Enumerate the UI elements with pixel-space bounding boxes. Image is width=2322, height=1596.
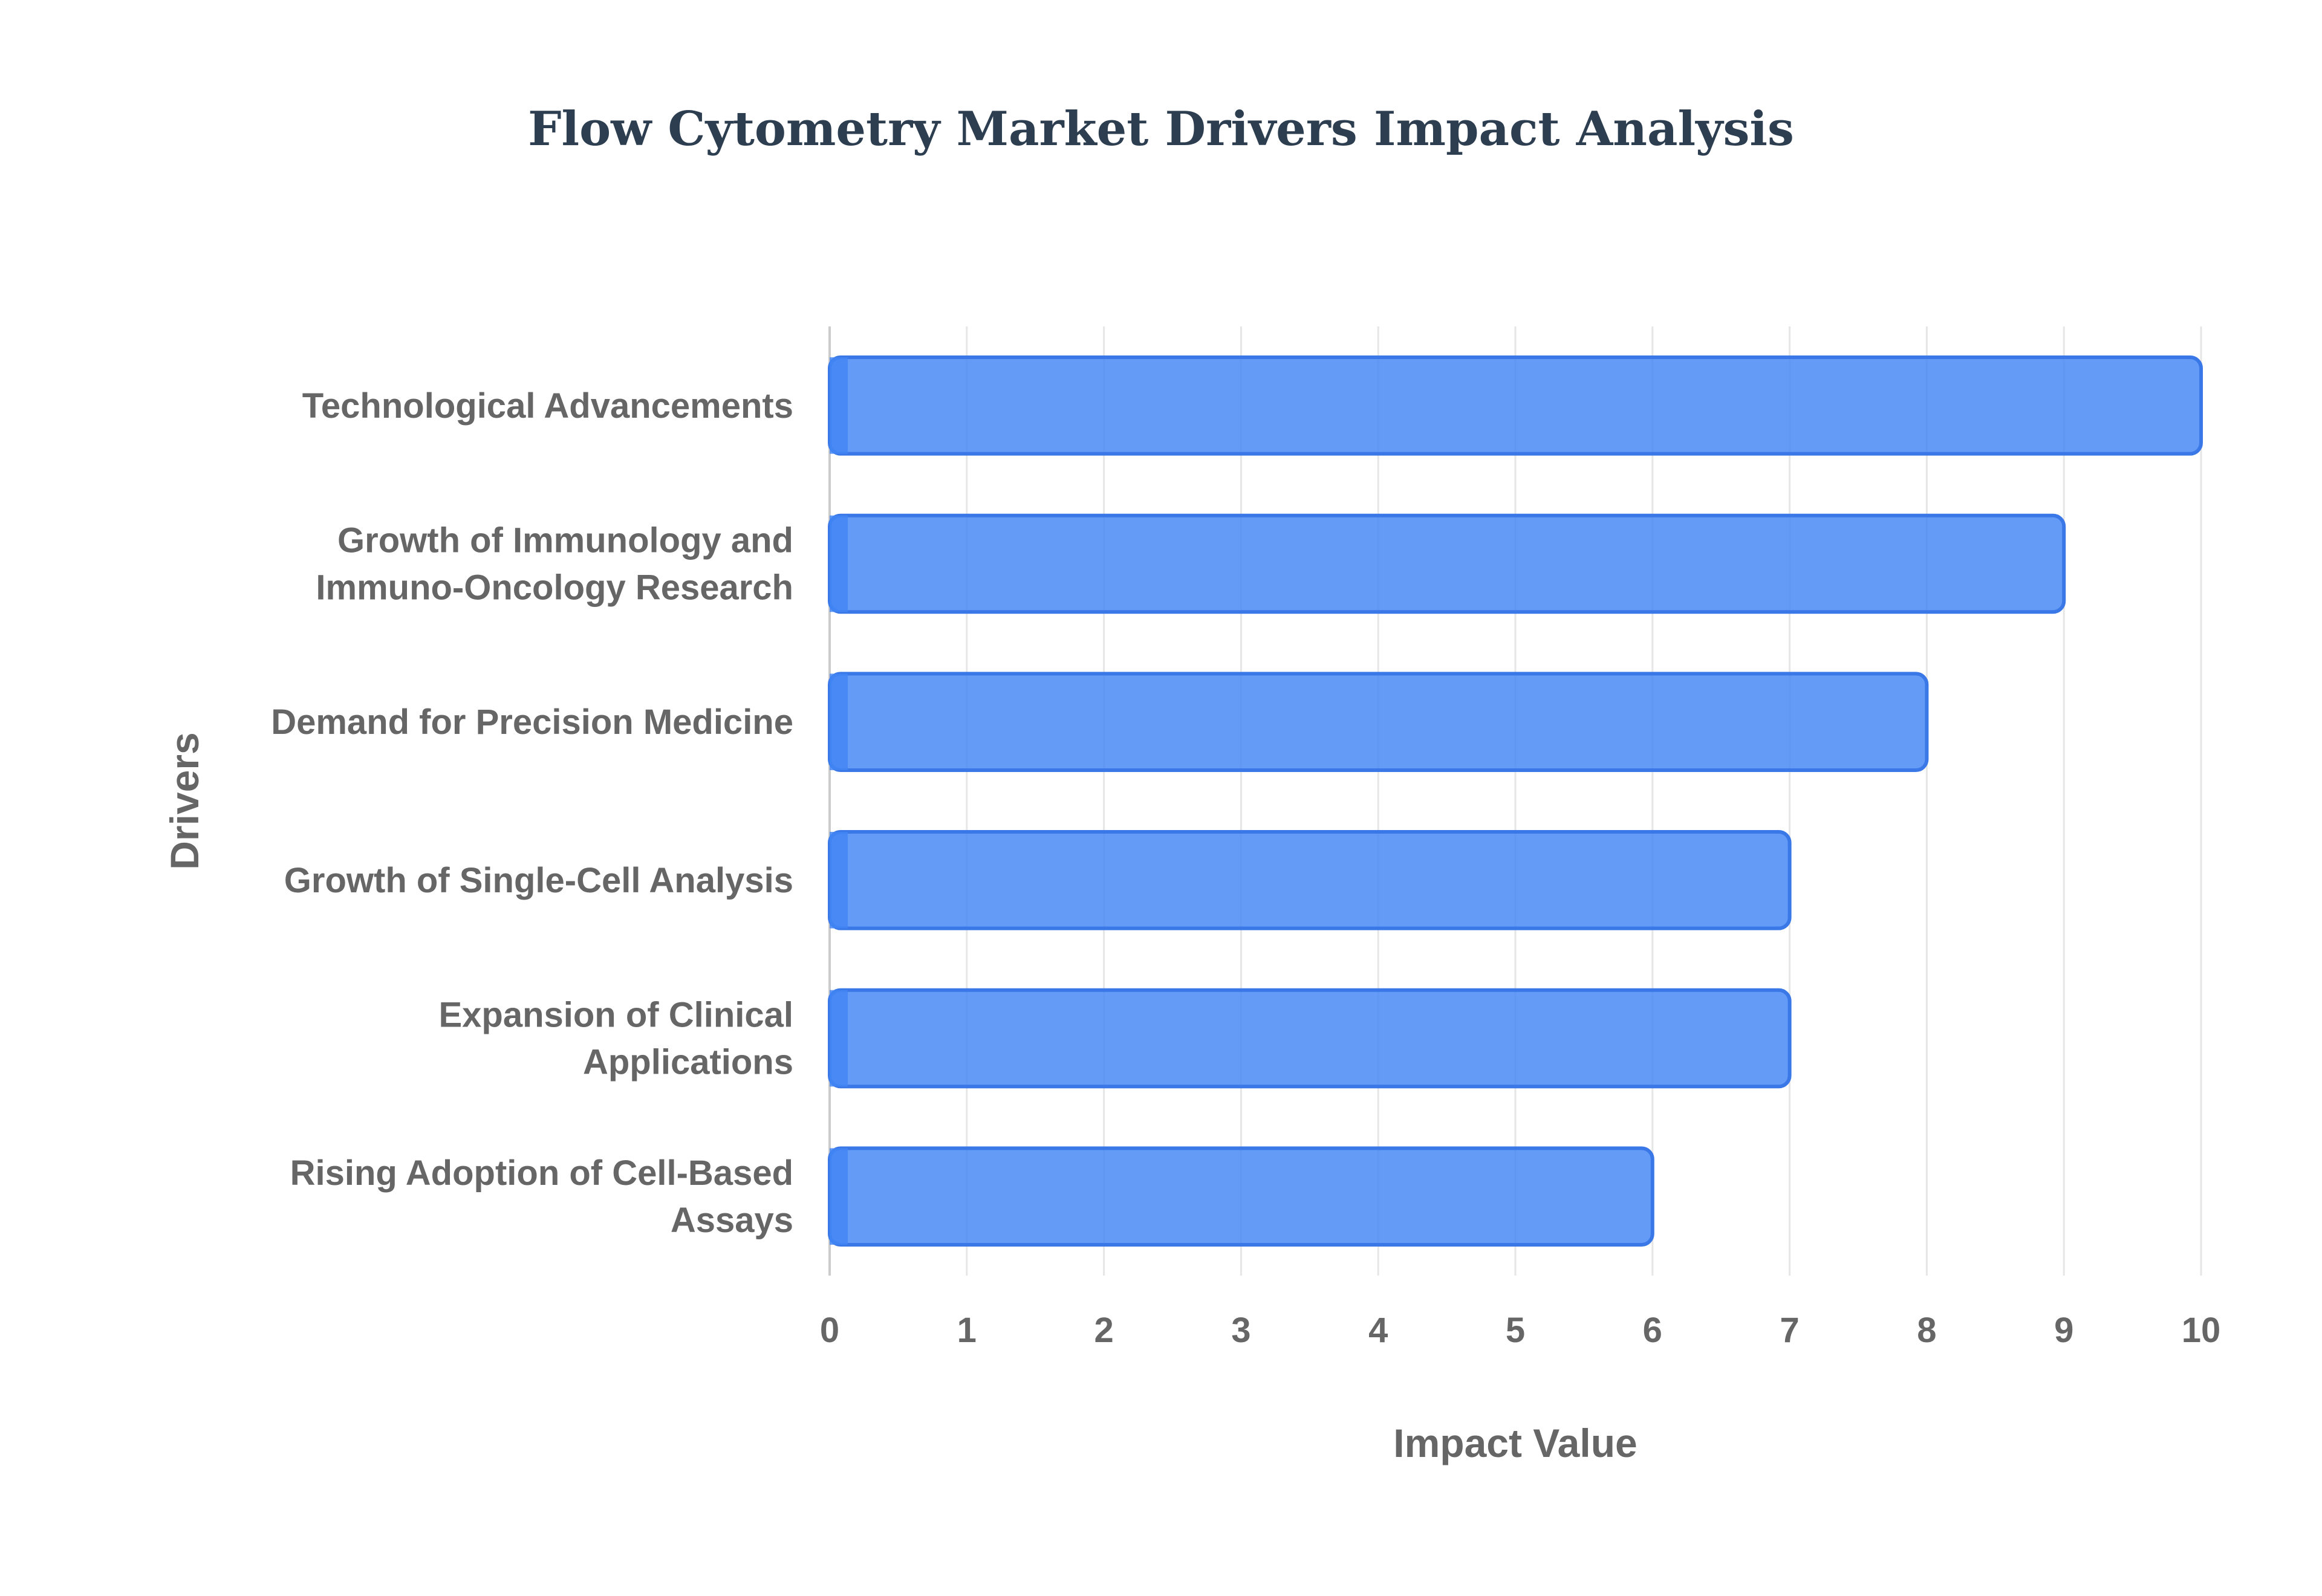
x-tick-label: 1	[957, 1311, 977, 1350]
category-label: Growth of Single-Cell Analysis	[284, 861, 793, 900]
bar	[828, 830, 1792, 930]
category-label: Growth of Immunology and	[337, 521, 793, 560]
bar	[828, 672, 1929, 772]
x-tick-label: 6	[1643, 1311, 1662, 1350]
x-tick-label: 10	[2182, 1311, 2221, 1350]
bar	[828, 355, 2203, 456]
x-tick-label: 5	[1506, 1311, 1525, 1350]
category-label: Expansion of Clinical	[438, 996, 793, 1035]
bar	[828, 1146, 1654, 1247]
category-label: Rising Adoption of Cell-Based	[290, 1153, 793, 1193]
x-tick-label: 2	[1094, 1311, 1113, 1350]
x-tick-label: 0	[820, 1311, 839, 1350]
category-label: Immuno-Oncology Research	[316, 568, 793, 608]
bar	[828, 988, 1792, 1089]
category-label: Assays	[671, 1201, 793, 1240]
y-axis-title: Drivers	[162, 732, 207, 870]
category-label: Demand for Precision Medicine	[271, 702, 793, 742]
x-tick-label: 4	[1368, 1311, 1388, 1350]
bar-left-cap	[830, 673, 848, 770]
x-tick-label: 7	[1780, 1311, 1799, 1350]
bar	[828, 513, 2066, 614]
bar-left-cap	[830, 357, 848, 454]
bar-left-cap	[830, 832, 848, 929]
bar-left-cap	[830, 1148, 848, 1245]
x-tick-label: 9	[2054, 1311, 2073, 1350]
bar-left-cap	[830, 990, 848, 1087]
x-axis-title: Impact Value	[1393, 1421, 1637, 1465]
category-label: Applications	[583, 1043, 793, 1082]
x-tick-label: 3	[1231, 1311, 1250, 1350]
chart-title: Flow Cytometry Market Drivers Impact Ana…	[528, 102, 1794, 157]
category-label: Technological Advancements	[302, 386, 793, 426]
x-tick-label: 8	[1917, 1311, 1936, 1350]
bar-left-cap	[830, 515, 848, 612]
